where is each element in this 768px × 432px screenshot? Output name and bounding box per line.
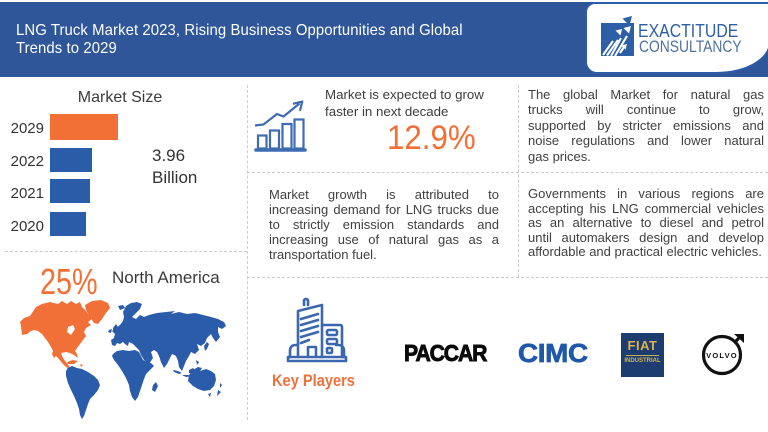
svg-text:VOLVO: VOLVO bbox=[706, 351, 738, 360]
